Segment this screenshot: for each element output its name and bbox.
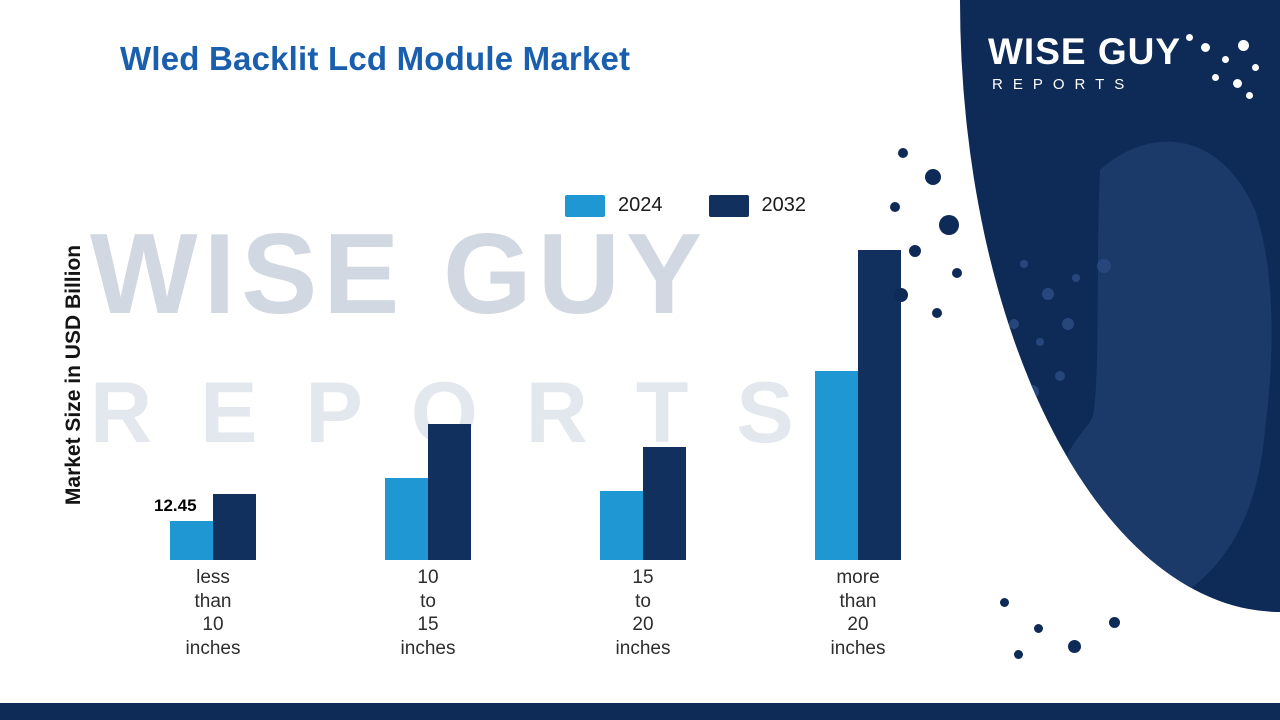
page-title: Wled Backlit Lcd Module Market <box>120 40 631 77</box>
brand-logo: WISE GUY REPORTS <box>988 31 1182 93</box>
dot-cluster-decoration <box>1186 34 1193 41</box>
corner-decoration: WISE GUY REPORTS <box>960 0 1280 612</box>
category-label: less than 10 inches <box>185 567 241 659</box>
dot-cluster-decoration <box>1020 260 1028 268</box>
bar-group <box>170 494 256 560</box>
bar-group <box>815 250 901 560</box>
bar-2024 <box>170 521 213 560</box>
head-profile-icon <box>1067 141 1272 610</box>
bar-2024 <box>815 371 858 560</box>
bar-value-label: 12.45 <box>154 496 197 515</box>
bar-2024 <box>600 491 643 560</box>
category-label: more than 20 inches <box>830 567 886 659</box>
bar-2032 <box>643 447 686 560</box>
legend-swatch-2024 <box>565 194 605 217</box>
bar-group <box>600 447 686 560</box>
bar-2032 <box>858 250 901 560</box>
category-label: 10 to 15 inches <box>400 567 456 659</box>
brand-logo-name: WISE GUY <box>988 31 1182 72</box>
legend: 2024 2032 <box>565 194 806 217</box>
legend-label-2032: 2032 <box>761 194 807 216</box>
dot-cluster-decoration <box>1000 598 1009 607</box>
category-label: 15 to 20 inches <box>615 567 671 659</box>
bar-group <box>385 424 471 560</box>
bar-2032 <box>428 424 471 560</box>
legend-swatch-2032 <box>708 194 749 217</box>
footer-bar <box>0 703 1280 720</box>
bar-2024 <box>385 478 428 560</box>
dot-cluster-decoration <box>898 148 908 158</box>
brand-logo-subtitle: REPORTS <box>992 75 1135 93</box>
bar-2032 <box>213 494 256 560</box>
legend-label-2024: 2024 <box>618 194 663 216</box>
